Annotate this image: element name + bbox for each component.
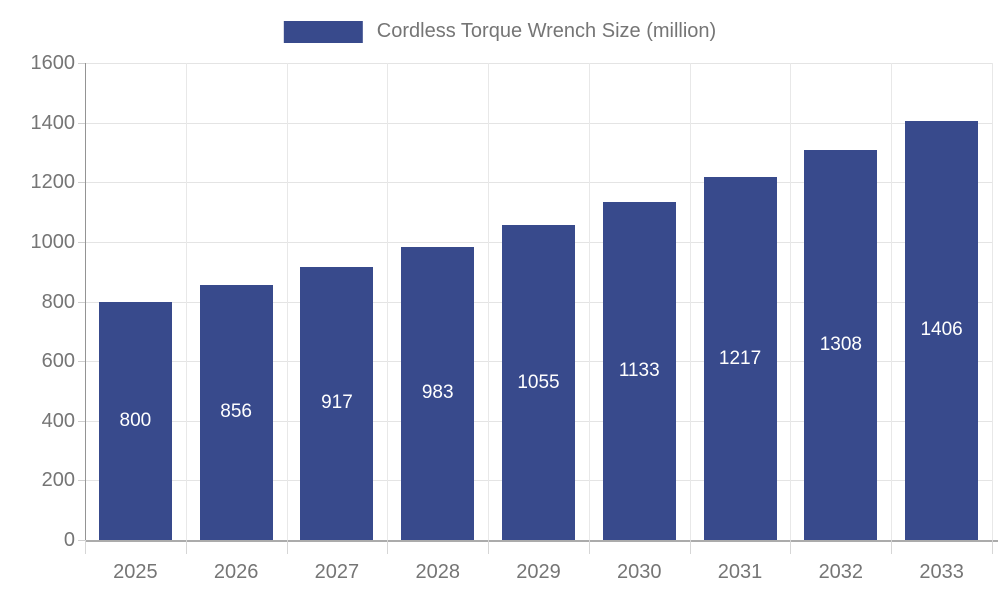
x-axis-label-2033: 2033: [919, 561, 964, 583]
gridline-x: [891, 63, 893, 540]
x-tick: [588, 540, 590, 554]
gridline-y-1400: [85, 122, 992, 124]
y-axis-label-1000: 1000: [30, 230, 76, 253]
x-tick: [488, 540, 490, 554]
y-tick-1000: [78, 241, 85, 243]
y-tick-1200: [78, 182, 85, 184]
legend-swatch: [283, 20, 363, 43]
gridline-x: [488, 63, 490, 540]
x-axis-label-2029: 2029: [516, 561, 561, 583]
y-tick-800: [78, 301, 85, 303]
y-axis-label-1200: 1200: [30, 171, 76, 194]
bar-value-label: 800: [119, 409, 152, 431]
legend[interactable]: Cordless Torque Wrench Size (million): [283, 20, 717, 43]
x-axis-label-2028: 2028: [415, 561, 460, 583]
gridline-x: [286, 63, 288, 540]
bar-2030[interactable]: 1133: [602, 202, 676, 540]
bar-2029[interactable]: 1055: [502, 225, 575, 540]
x-tick: [992, 540, 993, 554]
bar-2031[interactable]: 1217: [703, 177, 777, 540]
y-tick-600: [78, 361, 85, 363]
gridline-x: [992, 63, 993, 540]
y-tick-400: [78, 420, 85, 422]
x-tick: [85, 540, 86, 554]
bar-value-label: 917: [321, 392, 353, 414]
bar-value-label: 1406: [920, 319, 963, 341]
y-axis-line: [85, 63, 86, 554]
bar-2028[interactable]: 983: [401, 246, 475, 540]
bar-value-label: 1133: [618, 360, 660, 382]
x-axis-label-2032: 2032: [818, 561, 864, 583]
y-axis-label-800: 800: [41, 290, 75, 313]
x-tick: [286, 540, 288, 554]
x-tick: [689, 540, 691, 554]
x-axis-label-2031: 2031: [717, 561, 763, 583]
bar-value-label: 856: [220, 401, 252, 423]
bar-2033[interactable]: 1406: [905, 120, 979, 540]
y-axis-label-1600: 1600: [30, 52, 76, 74]
gridline-x: [588, 63, 590, 540]
bar-value-label: 1055: [517, 371, 560, 393]
x-tick: [790, 540, 792, 554]
gridline-x: [689, 63, 691, 540]
bar-2025[interactable]: 800: [98, 301, 172, 540]
legend-label: Cordless Torque Wrench Size (million): [376, 20, 717, 42]
bar-2026[interactable]: 856: [199, 284, 273, 540]
gridline-y-1600: [85, 63, 992, 64]
bar-value-label: 983: [421, 382, 454, 404]
x-tick: [891, 540, 893, 554]
y-tick-0: [78, 540, 85, 541]
bar-2027[interactable]: 917: [300, 266, 374, 540]
bar-2032[interactable]: 1308: [804, 150, 878, 540]
y-axis-label-1400: 1400: [30, 111, 76, 134]
y-tick-1400: [78, 122, 85, 124]
x-tick: [185, 540, 187, 554]
y-axis-label-200: 200: [41, 469, 75, 492]
bar-value-label: 1217: [718, 347, 762, 369]
x-axis-label-2030: 2030: [617, 561, 662, 583]
y-tick-1600: [78, 63, 85, 64]
x-axis-label-2026: 2026: [213, 561, 259, 583]
x-axis-line: [85, 540, 998, 542]
gridline-x: [790, 63, 792, 540]
y-axis-label-400: 400: [41, 409, 75, 432]
x-tick: [387, 540, 389, 554]
y-tick-200: [78, 480, 85, 482]
y-axis-label-600: 600: [41, 350, 75, 373]
plot-area: 800 856 917 983 1055 1133 1217 1308 1406: [85, 63, 993, 540]
y-axis-label-0: 0: [63, 529, 75, 551]
gridline-x: [387, 63, 389, 540]
x-axis-label-2027: 2027: [314, 561, 360, 583]
bar-value-label: 1308: [819, 334, 862, 356]
gridline-y-1200: [85, 182, 992, 184]
gridline-x: [185, 63, 187, 540]
x-axis-label-2025: 2025: [113, 561, 158, 583]
